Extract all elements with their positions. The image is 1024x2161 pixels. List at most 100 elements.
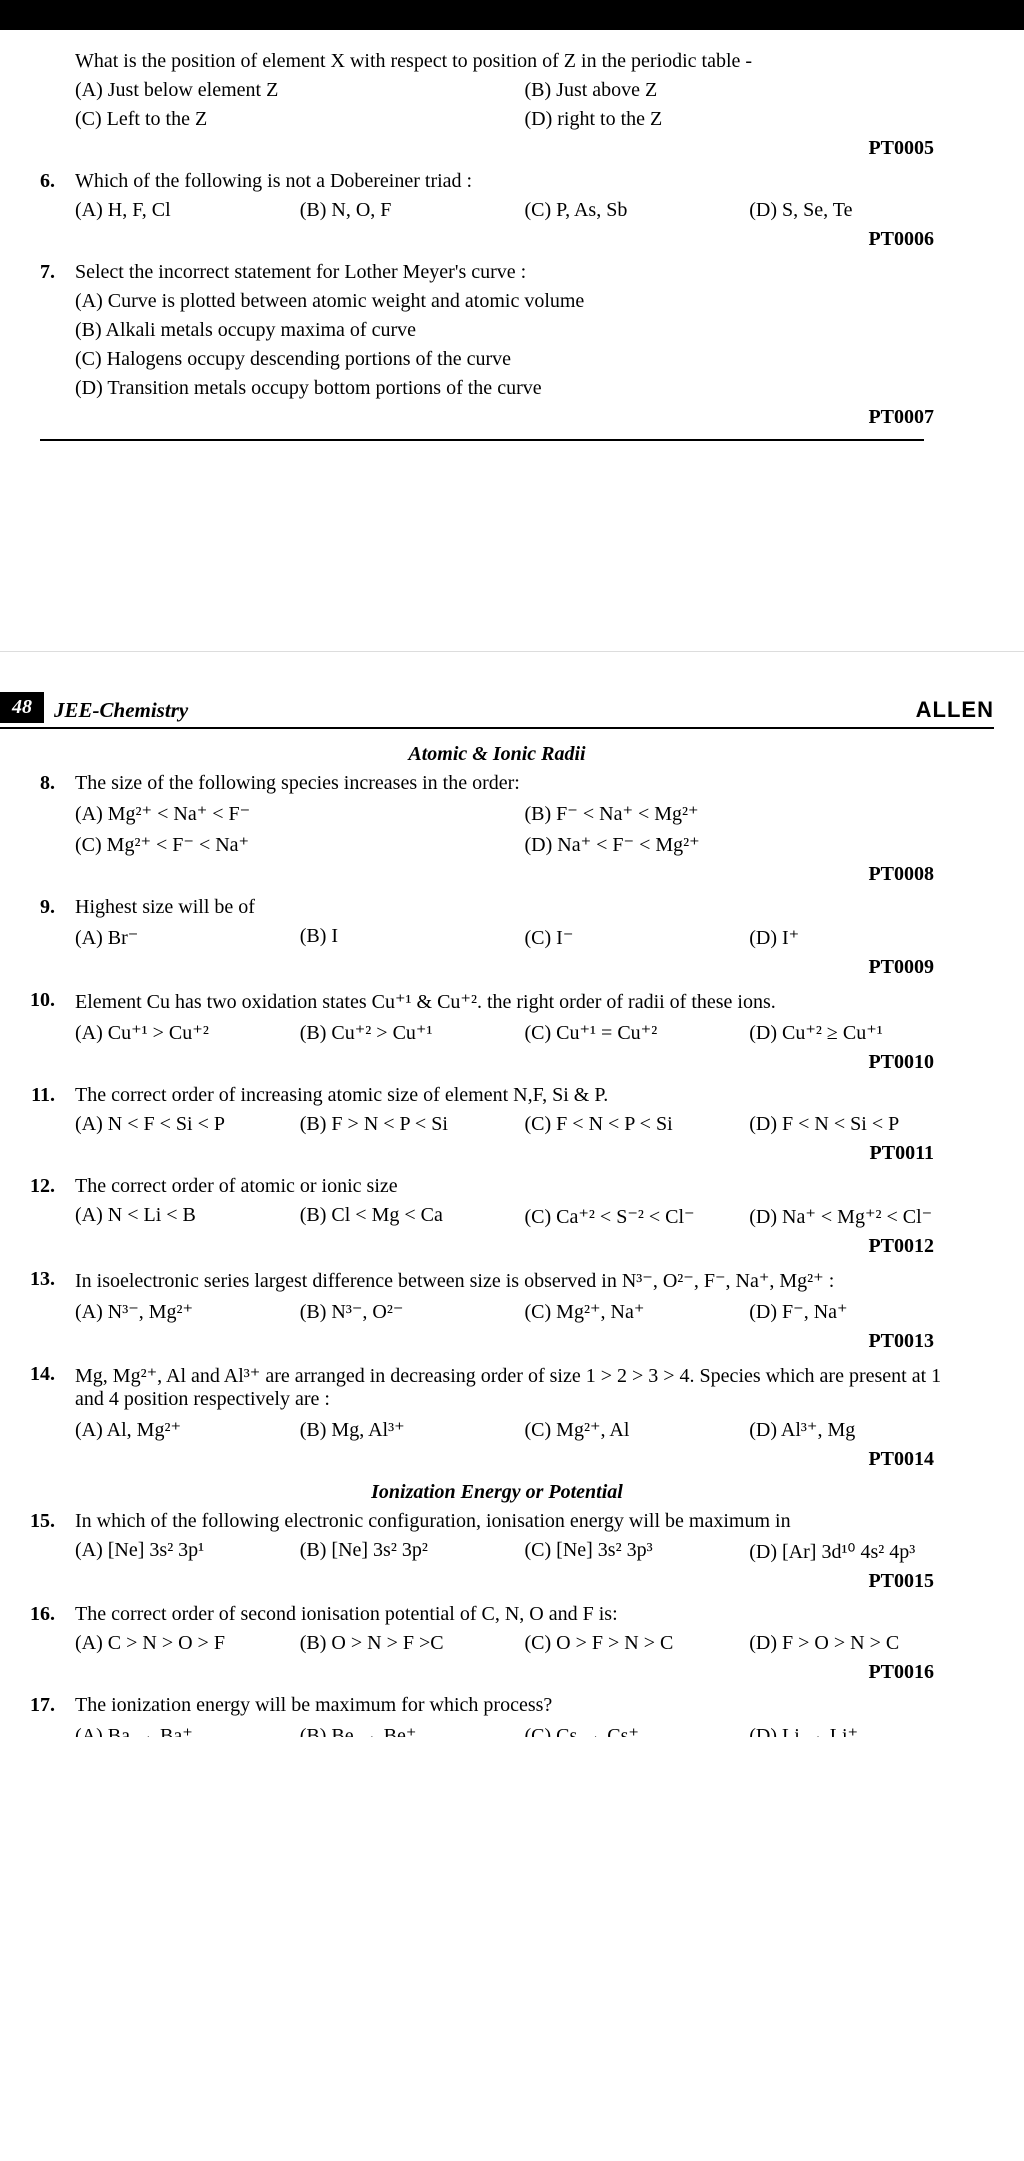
q16: 16. The correct order of second ionisati… [20, 1603, 974, 1655]
q6-opt-c: (C) P, As, Sb [525, 199, 750, 222]
q8-opt-a: (A) Mg²⁺ < Na⁺ < F⁻ [75, 801, 525, 826]
q9-opt-a: (A) Br⁻ [75, 925, 300, 950]
section-ionization: Ionization Energy or Potential [20, 1481, 974, 1504]
q9-opt-b: (B) I [300, 925, 525, 950]
q14-opt-d: (D) Al³⁺, Mg [749, 1417, 974, 1442]
q10-opt-c: (C) Cu⁺¹ = Cu⁺² [525, 1020, 750, 1045]
q9-opt-c: (C) I⁻ [525, 925, 750, 950]
q6-text: Which of the following is not a Doberein… [75, 170, 974, 193]
section-atomic: Atomic & Ionic Radii [20, 743, 974, 766]
page-header: 48 JEE-Chemistry ALLEN [0, 692, 994, 723]
q16-code: PT0016 [20, 1661, 934, 1684]
q11-opt-b: (B) F > N < P < Si [300, 1113, 525, 1136]
q5-body: What is the position of element X with r… [75, 50, 974, 131]
q13-opt-c: (C) Mg²⁺, Na⁺ [525, 1299, 750, 1324]
q16-opt-d: (D) F > O > N > C [749, 1632, 974, 1655]
q17-opt-c: (C) Cs → Cs⁺ [525, 1723, 750, 1737]
q9-num: 9. [20, 896, 75, 919]
q9-opt-d: (D) I⁺ [749, 925, 974, 950]
q16-opt-c: (C) O > F > N > C [525, 1632, 750, 1655]
q12-text: The correct order of atomic or ionic siz… [75, 1175, 974, 1198]
q12-opt-c: (C) Ca⁺² < S⁻² < Cl⁻ [525, 1204, 750, 1229]
q15-opt-c: (C) [Ne] 3s² 3p³ [525, 1539, 750, 1564]
q11-opt-c: (C) F < N < P < Si [525, 1113, 750, 1136]
q13-opt-a: (A) N³⁻, Mg²⁺ [75, 1299, 300, 1324]
q16-num: 16. [20, 1603, 75, 1626]
q10-code: PT0010 [20, 1051, 934, 1074]
q10-opt-a: (A) Cu⁺¹ > Cu⁺² [75, 1020, 300, 1045]
q8: 8. The size of the following species inc… [20, 772, 974, 857]
q11-opt-a: (A) N < F < Si < P [75, 1113, 300, 1136]
q15-opt-b: (B) [Ne] 3s² 3p² [300, 1539, 525, 1564]
q5-opt-a: (A) Just below element Z [75, 79, 525, 102]
q5-opt-c: (C) Left to the Z [75, 108, 525, 131]
q10-num: 10. [20, 989, 75, 1012]
q17-num: 17. [20, 1694, 75, 1717]
q16-opt-b: (B) O > N > F >C [300, 1632, 525, 1655]
page-gap-line [0, 651, 1024, 652]
q5-opt-d: (D) right to the Z [525, 108, 975, 131]
q10-text: Element Cu has two oxidation states Cu⁺¹… [75, 989, 974, 1014]
q12-code: PT0012 [20, 1235, 934, 1258]
q12-opt-a: (A) N < Li < B [75, 1204, 300, 1229]
q17-opt-a: (A) Ba → Ba⁺ [75, 1723, 300, 1737]
q17: 17. The ionization energy will be maximu… [20, 1694, 974, 1737]
q13-text: In isoelectronic series largest differen… [75, 1268, 974, 1293]
q12-opt-b: (B) Cl < Mg < Ca [300, 1204, 525, 1229]
q8-opt-c: (C) Mg²⁺ < F⁻ < Na⁺ [75, 832, 525, 857]
q8-num: 8. [20, 772, 75, 795]
page-number: 48 [0, 692, 44, 723]
q7-num: 7. [20, 261, 75, 284]
q16-opt-a: (A) C > N > O > F [75, 1632, 300, 1655]
divider [40, 439, 924, 441]
q6-opt-b: (B) N, O, F [300, 199, 525, 222]
q5-text: What is the position of element X with r… [75, 50, 974, 73]
q12-num: 12. [20, 1175, 75, 1198]
q12: 12. The correct order of atomic or ionic… [20, 1175, 974, 1229]
q8-text: The size of the following species increa… [75, 772, 974, 795]
q10: 10. Element Cu has two oxidation states … [20, 989, 974, 1045]
q7-opt-b: (B) Alkali metals occupy maxima of curve [75, 319, 974, 342]
q15-opt-d: (D) [Ar] 3d¹⁰ 4s² 4p³ [749, 1539, 974, 1564]
q14-num: 14. [20, 1363, 75, 1386]
q9: 9. Highest size will be of (A) Br⁻ (B) I… [20, 896, 974, 950]
q7: 7. Select the incorrect statement for Lo… [20, 261, 974, 400]
q14: 14. Mg, Mg²⁺, Al and Al³⁺ are arranged i… [20, 1363, 974, 1442]
q8-opt-b: (B) F⁻ < Na⁺ < Mg²⁺ [525, 801, 975, 826]
q15-text: In which of the following electronic con… [75, 1510, 974, 1533]
q14-opt-c: (C) Mg²⁺, Al [525, 1417, 750, 1442]
q7-text: Select the incorrect statement for Lothe… [75, 261, 974, 284]
q10-opt-b: (B) Cu⁺² > Cu⁺¹ [300, 1020, 525, 1045]
q8-opt-d: (D) Na⁺ < F⁻ < Mg²⁺ [525, 832, 975, 857]
q15-code: PT0015 [20, 1570, 934, 1593]
q14-opt-b: (B) Mg, Al³⁺ [300, 1417, 525, 1442]
q13-num: 13. [20, 1268, 75, 1291]
q11: 11. The correct order of increasing atom… [20, 1084, 974, 1136]
q13-opt-d: (D) F⁻, Na⁺ [749, 1299, 974, 1324]
q6-code: PT0006 [20, 228, 934, 251]
q7-opt-c: (C) Halogens occupy descending portions … [75, 348, 974, 371]
q11-num: 11. [20, 1084, 75, 1107]
q14-code: PT0014 [20, 1448, 934, 1471]
q17-opt-d: (D) Li → Li⁺ [749, 1723, 974, 1737]
q12-opt-d: (D) Na⁺ < Mg⁺² < Cl⁻ [749, 1204, 974, 1229]
q5-code: PT0005 [20, 137, 934, 160]
q11-code: PT0011 [20, 1142, 934, 1165]
q14-text: Mg, Mg²⁺, Al and Al³⁺ are arranged in de… [75, 1363, 974, 1411]
q7-code: PT0007 [20, 406, 934, 429]
q5-opt-b: (B) Just above Z [525, 79, 975, 102]
q7-opt-a: (A) Curve is plotted between atomic weig… [75, 290, 974, 313]
q17-opt-b: (B) Be → Be⁺ [300, 1723, 525, 1737]
q7-opt-d: (D) Transition metals occupy bottom port… [75, 377, 974, 400]
q6-num: 6. [20, 170, 75, 193]
q15: 15. In which of the following electronic… [20, 1510, 974, 1564]
page-content: What is the position of element X with r… [0, 30, 1024, 471]
q13-opt-b: (B) N³⁻, O²⁻ [300, 1299, 525, 1324]
q15-opt-a: (A) [Ne] 3s² 3p¹ [75, 1539, 300, 1564]
q13-code: PT0013 [20, 1330, 934, 1353]
page-subject: JEE-Chemistry [54, 698, 188, 723]
q9-code: PT0009 [20, 956, 934, 979]
brand-text: ALLEN [916, 697, 994, 723]
page-gap [0, 471, 1024, 651]
q10-opt-d: (D) Cu⁺² ≥ Cu⁺¹ [749, 1020, 974, 1045]
